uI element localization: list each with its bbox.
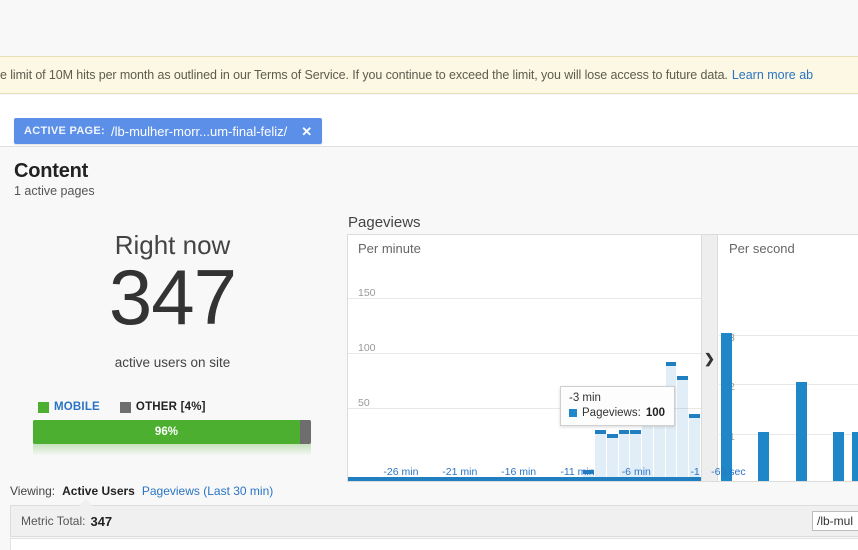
tab-pageviews-last-30-min[interactable]: Pageviews (Last 30 min): [141, 484, 274, 498]
metric-pointer-caret: [79, 499, 93, 506]
learn-more-link[interactable]: Learn more ab: [731, 68, 814, 82]
pageviews-panel: Per minute 50 100 150 -26 min -21 min -16 min…: [347, 234, 858, 482]
x-axis-tick-label: -60 sec: [711, 466, 746, 478]
other-swatch-icon: [119, 401, 131, 413]
device-share-other-segment: [299, 420, 311, 444]
chart-bar[interactable]: [833, 431, 845, 481]
x-axis-tick-label: -21 min: [442, 466, 478, 478]
y-axis-tick-label: 50: [358, 397, 370, 409]
chart-bar[interactable]: [721, 332, 732, 481]
chart-bar[interactable]: [618, 429, 630, 477]
tab-active-users[interactable]: Active Users: [62, 484, 135, 498]
chart-bar-cap: [689, 414, 700, 419]
x-axis-tick-label: -16 min: [501, 466, 537, 478]
tooltip-swatch-icon: [569, 409, 577, 417]
per-second-chart[interactable]: Per second 123-60 sec-45 sec: [711, 235, 858, 481]
legend-item-mobile[interactable]: MOBILE: [38, 401, 100, 413]
chart-bar-cap: [606, 434, 618, 439]
tooltip-title: -3 min: [569, 392, 601, 404]
x-axis-tick-label: -26 min: [383, 466, 419, 478]
device-share-mobile-label: 96%: [154, 426, 178, 438]
chart-expand-divider[interactable]: ❯: [701, 235, 718, 481]
chart-bar[interactable]: [795, 382, 807, 481]
per-second-label: Per second: [729, 241, 795, 256]
chart-tooltip: -3 min Pageviews: 100: [560, 386, 675, 426]
gridline: [348, 408, 701, 409]
active-page-chip-value: /lb-mulher-morr...um-final-feliz/: [111, 123, 288, 139]
close-icon[interactable]: ✕: [301, 123, 313, 139]
device-share-bar: 96%: [33, 420, 311, 444]
y-axis-tick-label: 150: [358, 287, 376, 299]
chart-bar[interactable]: [595, 429, 606, 477]
device-legend: MOBILE OTHER [4%]: [38, 401, 206, 413]
tooltip-value: 100: [645, 407, 665, 419]
chart-bar-cap: [583, 470, 595, 475]
chart-bar-cap: [677, 375, 689, 380]
gridline: [348, 298, 701, 299]
gridline: [719, 384, 858, 385]
chart-bar[interactable]: [583, 470, 595, 477]
tooltip-series-label: Pageviews:: [582, 407, 641, 419]
y-axis-tick-label: 1: [729, 430, 735, 443]
chart-bar[interactable]: [677, 375, 689, 477]
x-axis-tick-label: -1: [690, 466, 700, 478]
metric-filter-input[interactable]: /lb-mul: [812, 511, 858, 531]
metric-total-value: 347: [90, 513, 113, 529]
chart-bar-cap: [595, 429, 606, 434]
top-blank-strip: [0, 0, 858, 56]
chart-baseline: [348, 477, 701, 481]
x-axis-tick-label: -6 min: [621, 466, 651, 478]
y-axis-tick-label: 2: [729, 381, 735, 393]
right-now-title: Right now: [114, 230, 231, 260]
chart-bar[interactable]: [758, 431, 770, 481]
chart-bar-cap: [665, 361, 677, 366]
tooltip-row: Pageviews: 100: [569, 407, 665, 419]
y-axis-tick-label: 100: [358, 342, 376, 354]
chart-bar[interactable]: [606, 434, 618, 477]
active-users-count: 347: [108, 253, 237, 341]
page-subtitle: 1 active pages: [14, 184, 95, 198]
legend-label-other: OTHER [4%]: [135, 401, 206, 413]
viewing-label: Viewing:: [10, 484, 56, 498]
per-minute-label: Per minute: [358, 241, 421, 256]
active-page-chip[interactable]: ACTIVE PAGE: /lb-mulher-morr...um-final-…: [14, 118, 323, 144]
chart-bar[interactable]: [852, 431, 858, 481]
gridline: [719, 433, 858, 435]
chart-bar-cap: [630, 429, 642, 434]
page-title: Content: [14, 160, 89, 182]
viewing-row: Viewing: Active Users Pageviews (Last 30…: [10, 484, 273, 498]
x-axis-tick-label: -11 min: [560, 466, 595, 478]
device-share-mobile-segment: 96%: [33, 420, 300, 444]
pageviews-title: Pageviews: [348, 214, 421, 231]
per-minute-chart[interactable]: Per minute 50 100 150 -26 min -21 min -16 min…: [348, 235, 701, 481]
legend-item-other[interactable]: OTHER [4%]: [119, 401, 206, 413]
chart-bar[interactable]: [689, 414, 700, 477]
chevron-right-icon: ❯: [704, 350, 715, 366]
y-axis-tick-label: 3: [729, 331, 735, 344]
legend-label-mobile: MOBILE: [54, 401, 100, 413]
results-table-header-sliver: [10, 538, 858, 550]
metric-total-label: Metric Total:: [21, 514, 86, 528]
gridline: [719, 334, 858, 336]
chart-bar-cap: [618, 429, 630, 434]
gridline: [348, 353, 701, 354]
quota-warning-banner: e limit of 10M hits per month as outline…: [0, 56, 858, 94]
device-share-bar-reflection: [33, 444, 311, 456]
quota-warning-text: e limit of 10M hits per month as outline…: [0, 68, 728, 82]
active-page-chip-label: ACTIVE PAGE:: [24, 125, 106, 137]
mobile-swatch-icon: [38, 401, 49, 413]
metric-total-bar: Metric Total: 347: [10, 505, 858, 537]
chart-bar[interactable]: [630, 429, 642, 477]
active-users-caption: active users on site: [114, 355, 231, 370]
